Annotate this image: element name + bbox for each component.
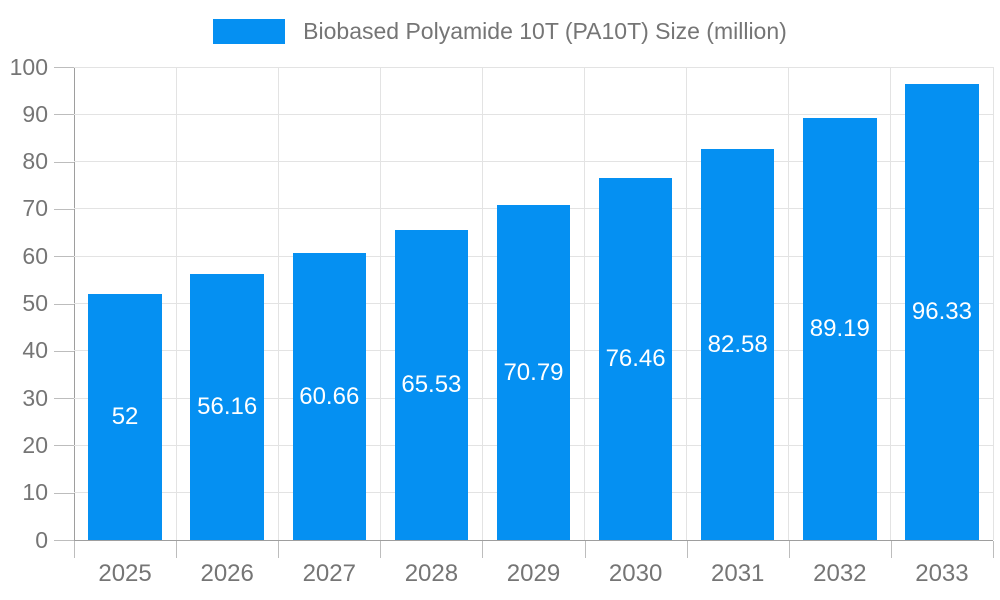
x-axis-label: 2028: [404, 560, 459, 587]
gridline-vertical: [788, 67, 790, 540]
y-axis-label: 10: [22, 479, 48, 506]
x-axis-tick: [380, 541, 382, 558]
y-axis-tick: [54, 67, 74, 68]
gridline-vertical: [992, 67, 994, 540]
bar-value-label: 96.33: [911, 298, 972, 326]
gridline-vertical: [890, 67, 892, 540]
x-axis-tick: [584, 541, 586, 558]
bar-value-label: 76.46: [605, 345, 666, 373]
y-axis-tick: [54, 398, 74, 400]
y-axis-line: [74, 67, 75, 558]
bar-2033: 96.33: [905, 84, 979, 540]
y-axis-tick: [54, 540, 74, 541]
y-axis-tick: [54, 350, 74, 352]
bar-value-label: 70.79: [503, 358, 564, 386]
bar-2032: 89.19: [803, 118, 877, 540]
y-axis-label: 70: [22, 195, 48, 222]
x-axis-line: [55, 540, 993, 541]
x-axis-label: 2033: [915, 560, 969, 587]
legend-label: Biobased Polyamide 10T (PA10T) Size (mil…: [303, 18, 787, 44]
y-axis-label: 30: [22, 384, 48, 411]
y-axis-label: 0: [35, 526, 48, 553]
bar-2030: 76.46: [598, 178, 673, 540]
y-axis-label: 90: [22, 100, 48, 127]
x-axis-tick: [482, 541, 484, 558]
gridline-vertical: [584, 67, 586, 540]
x-axis-label: 2027: [302, 560, 356, 587]
y-axis-tick: [54, 492, 74, 494]
bar-2025: 52: [88, 294, 162, 540]
x-axis-tick: [890, 541, 892, 558]
y-axis-label: 80: [22, 148, 48, 175]
gridline-vertical: [277, 67, 279, 540]
gridline-horizontal: [74, 66, 993, 68]
y-axis-label: 40: [22, 337, 48, 364]
x-axis-label: 2030: [608, 560, 663, 587]
bar-value-label: 52: [111, 403, 139, 431]
y-axis-label: 100: [9, 53, 48, 80]
x-axis-tick: [993, 541, 994, 558]
plot-area: 52 56.16 60.66 65.53 70.79 76.46 82.58 89.19 96.…: [74, 66, 994, 540]
gridline-vertical: [686, 67, 688, 540]
bar-2031: 82.58: [700, 149, 775, 540]
x-axis-tick: [278, 541, 280, 558]
x-axis-tick: [74, 541, 75, 558]
bar-value-label: 60.66: [299, 382, 360, 410]
chart-legend[interactable]: Biobased Polyamide 10T (PA10T) Size (mil…: [0, 19, 1000, 44]
y-axis-label: 20: [22, 431, 48, 458]
x-axis-label: 2029: [506, 560, 561, 587]
bar-value-label: 89.19: [809, 315, 870, 343]
x-axis-tick: [788, 541, 790, 558]
y-axis-tick: [54, 303, 74, 305]
bar-2027: 60.66: [292, 253, 367, 540]
x-axis-label: 2025: [98, 560, 152, 587]
x-axis-tick: [176, 541, 178, 558]
bar-2026: 56.16: [190, 274, 264, 540]
y-axis-tick: [54, 256, 74, 258]
y-axis-tick: [54, 445, 74, 447]
gridline-horizontal: [74, 113, 993, 115]
legend-swatch-icon: [213, 19, 286, 44]
x-axis-label: 2031: [711, 560, 765, 587]
y-axis-tick: [54, 114, 74, 116]
y-axis-tick: [54, 208, 74, 210]
gridline-horizontal: [74, 161, 993, 163]
bar-2028: 65.53: [394, 230, 469, 540]
x-axis-label: 2032: [813, 560, 867, 587]
bar-value-label: 82.58: [707, 330, 768, 358]
bar-value-label: 56.16: [197, 393, 258, 421]
gridline-vertical: [175, 67, 177, 540]
y-axis-label: 50: [22, 290, 48, 316]
x-axis-tick: [686, 541, 688, 558]
x-axis-label: 2026: [200, 560, 254, 587]
y-axis-label: 60: [22, 242, 48, 269]
gridline-vertical: [379, 67, 381, 540]
bar-value-label: 65.53: [401, 371, 462, 399]
bar-2029: 70.79: [496, 205, 571, 540]
gridline-vertical: [481, 67, 483, 540]
y-axis-tick: [54, 161, 74, 163]
